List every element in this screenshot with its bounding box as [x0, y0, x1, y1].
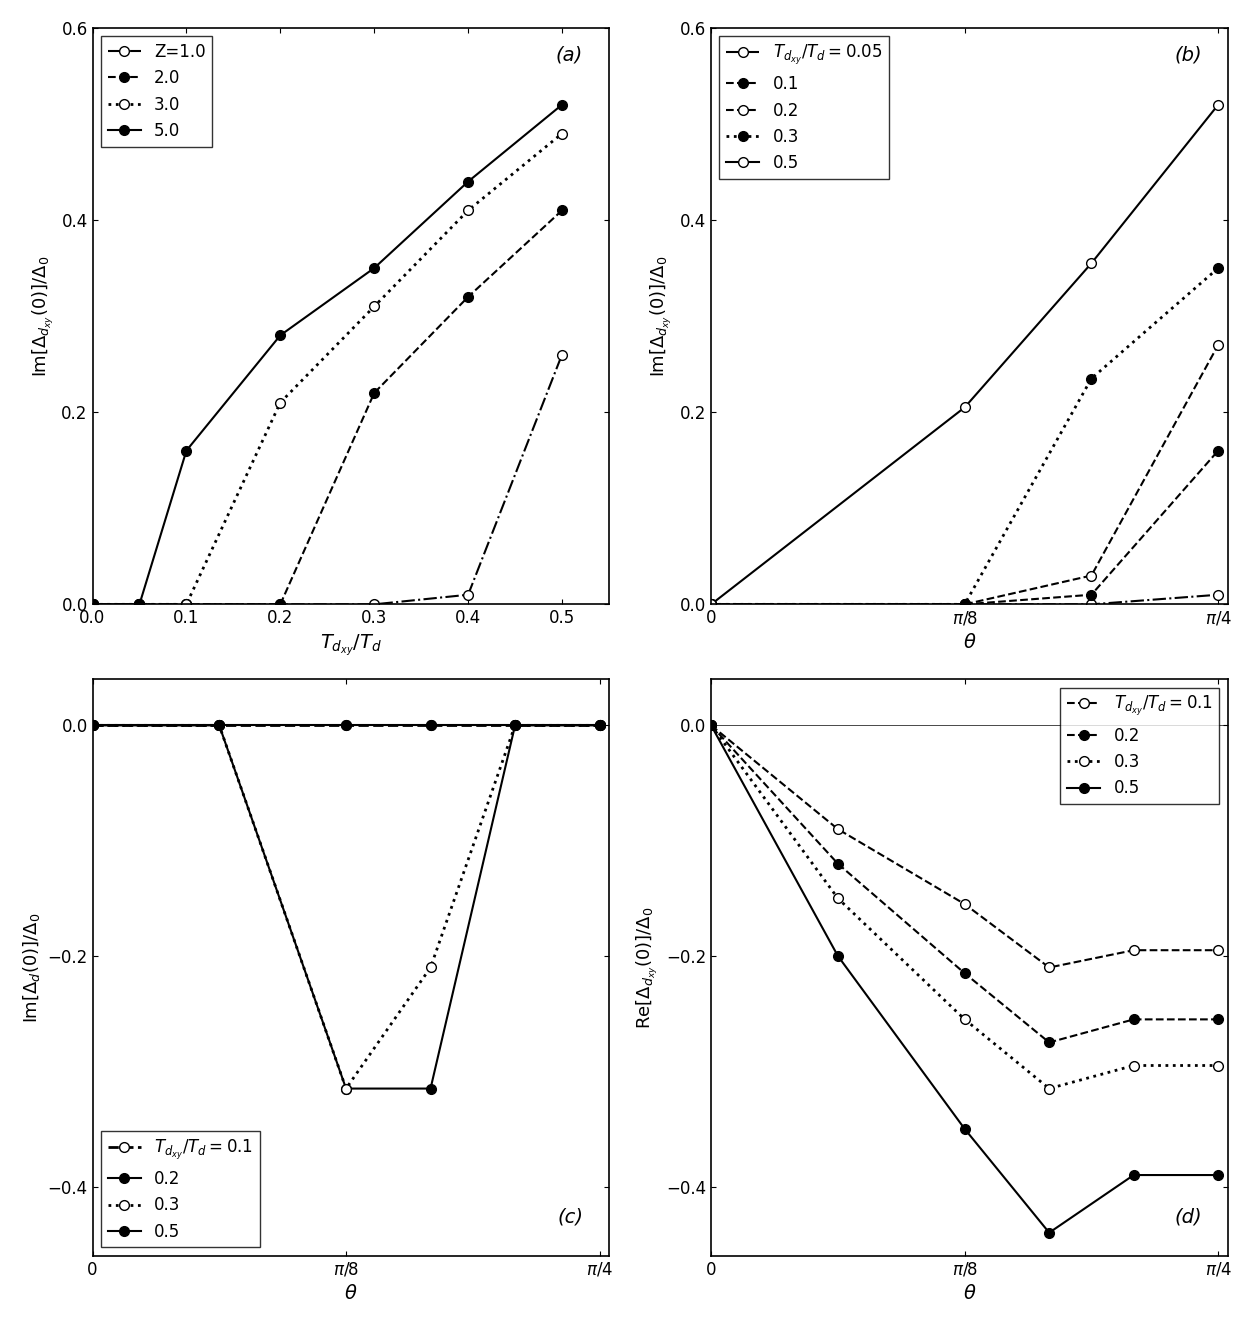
Text: (a): (a) [556, 45, 583, 64]
Legend: $T_{d_{xy}}/T_d=0.1$, 0.2, 0.3, 0.5: $T_{d_{xy}}/T_d=0.1$, 0.2, 0.3, 0.5 [1060, 687, 1219, 804]
Y-axis label: Im[$\Delta_{d_{xy}}(0)$]/$\Delta_0$: Im[$\Delta_{d_{xy}}(0)$]/$\Delta_0$ [650, 256, 675, 377]
Y-axis label: Im[$\Delta_d(0)$]/$\Delta_0$: Im[$\Delta_d(0)$]/$\Delta_0$ [21, 912, 41, 1022]
Legend: $T_{d_{xy}}/T_d=0.1$, 0.2, 0.3, 0.5: $T_{d_{xy}}/T_d=0.1$, 0.2, 0.3, 0.5 [100, 1131, 260, 1247]
X-axis label: $\theta$: $\theta$ [344, 1284, 357, 1303]
Legend: $T_{d_{xy}}/T_d=0.05$, 0.1, 0.2, 0.3, 0.5: $T_{d_{xy}}/T_d=0.05$, 0.1, 0.2, 0.3, 0.… [720, 36, 889, 179]
X-axis label: $\theta$: $\theta$ [963, 1284, 976, 1303]
X-axis label: $\theta$: $\theta$ [963, 633, 976, 651]
Y-axis label: Re[$\Delta_{d_{xy}}(0)$]/$\Delta_0$: Re[$\Delta_{d_{xy}}(0)$]/$\Delta_0$ [636, 906, 661, 1029]
Y-axis label: Im[$\Delta_{d_{xy}}(0)$]/$\Delta_0$: Im[$\Delta_{d_{xy}}(0)$]/$\Delta_0$ [30, 256, 55, 377]
Legend: Z=1.0, 2.0, 3.0, 5.0: Z=1.0, 2.0, 3.0, 5.0 [100, 36, 212, 147]
X-axis label: $T_{d_{xy}}/T_d$: $T_{d_{xy}}/T_d$ [320, 633, 381, 658]
Text: (d): (d) [1174, 1207, 1201, 1227]
Text: (c): (c) [557, 1207, 583, 1227]
Text: (b): (b) [1174, 45, 1201, 64]
